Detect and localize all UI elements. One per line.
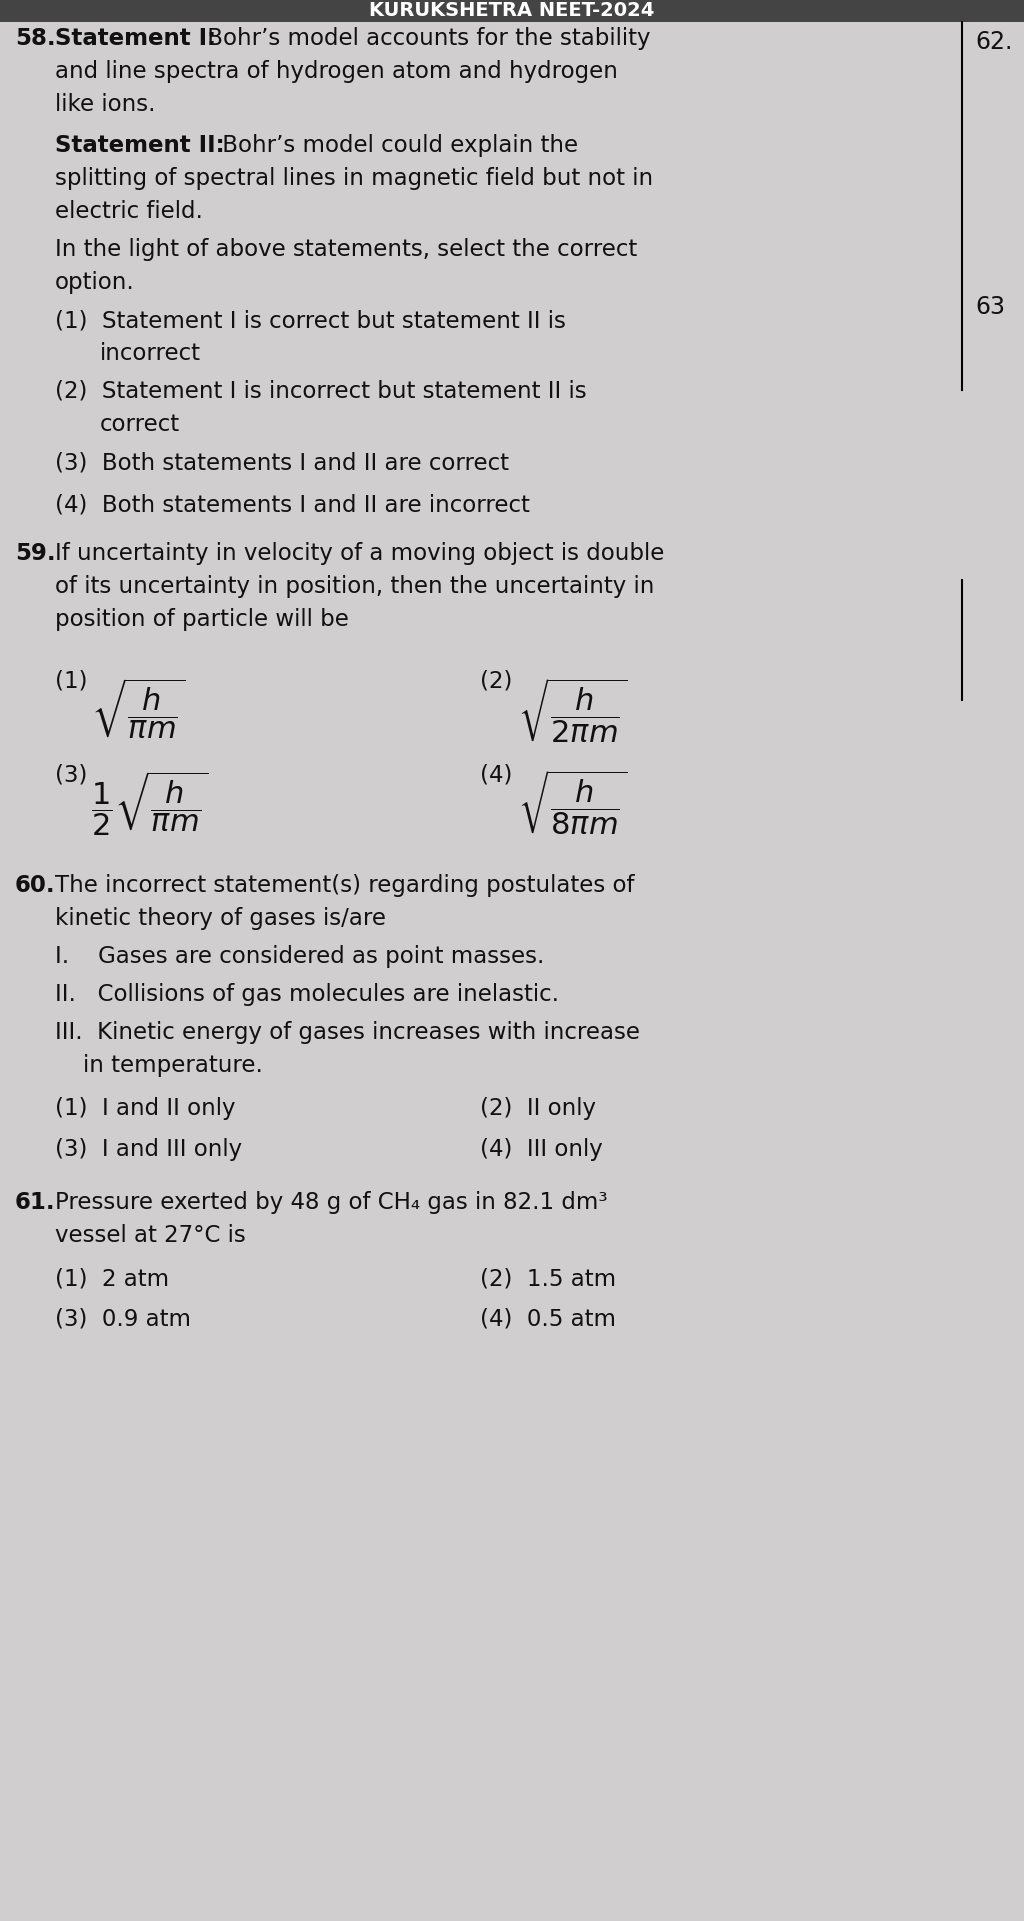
Text: $\sqrt{\dfrac{h}{8\pi m}}$: $\sqrt{\dfrac{h}{8\pi m}}$ [518, 768, 628, 838]
Text: I.    Gases are considered as point masses.: I. Gases are considered as point masses. [55, 945, 545, 968]
Text: (1): (1) [55, 669, 87, 692]
Text: If uncertainty in velocity of a moving object is double: If uncertainty in velocity of a moving o… [55, 542, 665, 565]
Text: III.  Kinetic energy of gases increases with increase: III. Kinetic energy of gases increases w… [55, 1020, 640, 1043]
Text: The incorrect statement(s) regarding postulates of: The incorrect statement(s) regarding pos… [55, 874, 635, 897]
Text: (3)  0.9 atm: (3) 0.9 atm [55, 1308, 191, 1331]
Text: 60.: 60. [15, 874, 55, 897]
Text: 59.: 59. [15, 542, 55, 565]
Bar [0, 0, 1024, 21]
Text: 61.: 61. [15, 1191, 55, 1214]
Text: (3): (3) [55, 765, 87, 788]
Text: (3)  I and III only: (3) I and III only [55, 1137, 242, 1160]
Text: $\sqrt{\dfrac{h}{2\pi m}}$: $\sqrt{\dfrac{h}{2\pi m}}$ [518, 676, 628, 745]
Text: 62.: 62. [975, 31, 1013, 54]
Text: (4)  III only: (4) III only [480, 1137, 603, 1160]
Text: (1)  Statement I is correct but statement II is: (1) Statement I is correct but statement… [55, 309, 566, 332]
Text: Bohr’s model could explain the: Bohr’s model could explain the [215, 134, 579, 158]
Text: Pressure exerted by 48 g of CH₄ gas in 82.1 dm³: Pressure exerted by 48 g of CH₄ gas in 8… [55, 1191, 607, 1214]
Text: (2)  Statement I is incorrect but statement II is: (2) Statement I is incorrect but stateme… [55, 380, 587, 403]
Text: In the light of above statements, select the correct: In the light of above statements, select… [55, 238, 637, 261]
Text: (2)  II only: (2) II only [480, 1097, 596, 1120]
Text: (4): (4) [480, 765, 512, 788]
Text: (2): (2) [480, 669, 512, 692]
Text: kinetic theory of gases is/are: kinetic theory of gases is/are [55, 907, 386, 930]
Text: vessel at 27°C is: vessel at 27°C is [55, 1224, 246, 1247]
Text: and line spectra of hydrogen atom and hydrogen: and line spectra of hydrogen atom and hy… [55, 60, 617, 83]
Text: electric field.: electric field. [55, 200, 203, 223]
Text: correct: correct [100, 413, 180, 436]
Text: in temperature.: in temperature. [83, 1055, 263, 1078]
Text: Statement II:: Statement II: [55, 134, 224, 158]
Text: (3)  Both statements I and II are correct: (3) Both statements I and II are correct [55, 451, 509, 474]
Text: (2)  1.5 atm: (2) 1.5 atm [480, 1268, 616, 1291]
Text: II.   Collisions of gas molecules are inelastic.: II. Collisions of gas molecules are inel… [55, 984, 559, 1007]
Text: $\sqrt{\dfrac{h}{\pi m}}$: $\sqrt{\dfrac{h}{\pi m}}$ [91, 676, 185, 742]
Text: 58.: 58. [15, 27, 55, 50]
Text: like ions.: like ions. [55, 92, 156, 115]
Text: 63: 63 [975, 296, 1005, 319]
Text: of its uncertainty in position, then the uncertainty in: of its uncertainty in position, then the… [55, 574, 654, 597]
Text: option.: option. [55, 271, 135, 294]
Text: incorrect: incorrect [100, 342, 201, 365]
Text: (4)  Both statements I and II are incorrect: (4) Both statements I and II are incorre… [55, 494, 529, 517]
Text: KURUKSHETRA NEET-2024: KURUKSHETRA NEET-2024 [370, 2, 654, 21]
Text: (4)  0.5 atm: (4) 0.5 atm [480, 1308, 616, 1331]
Text: position of particle will be: position of particle will be [55, 609, 349, 630]
Text: Statement I:: Statement I: [55, 27, 216, 50]
Text: splitting of spectral lines in magnetic field but not in: splitting of spectral lines in magnetic … [55, 167, 653, 190]
Text: Bohr’s model accounts for the stability: Bohr’s model accounts for the stability [200, 27, 650, 50]
Text: $\dfrac{1}{2}\sqrt{\dfrac{h}{\pi m}}$: $\dfrac{1}{2}\sqrt{\dfrac{h}{\pi m}}$ [91, 768, 209, 838]
Text: (1)  2 atm: (1) 2 atm [55, 1268, 169, 1291]
Text: (1)  I and II only: (1) I and II only [55, 1097, 236, 1120]
